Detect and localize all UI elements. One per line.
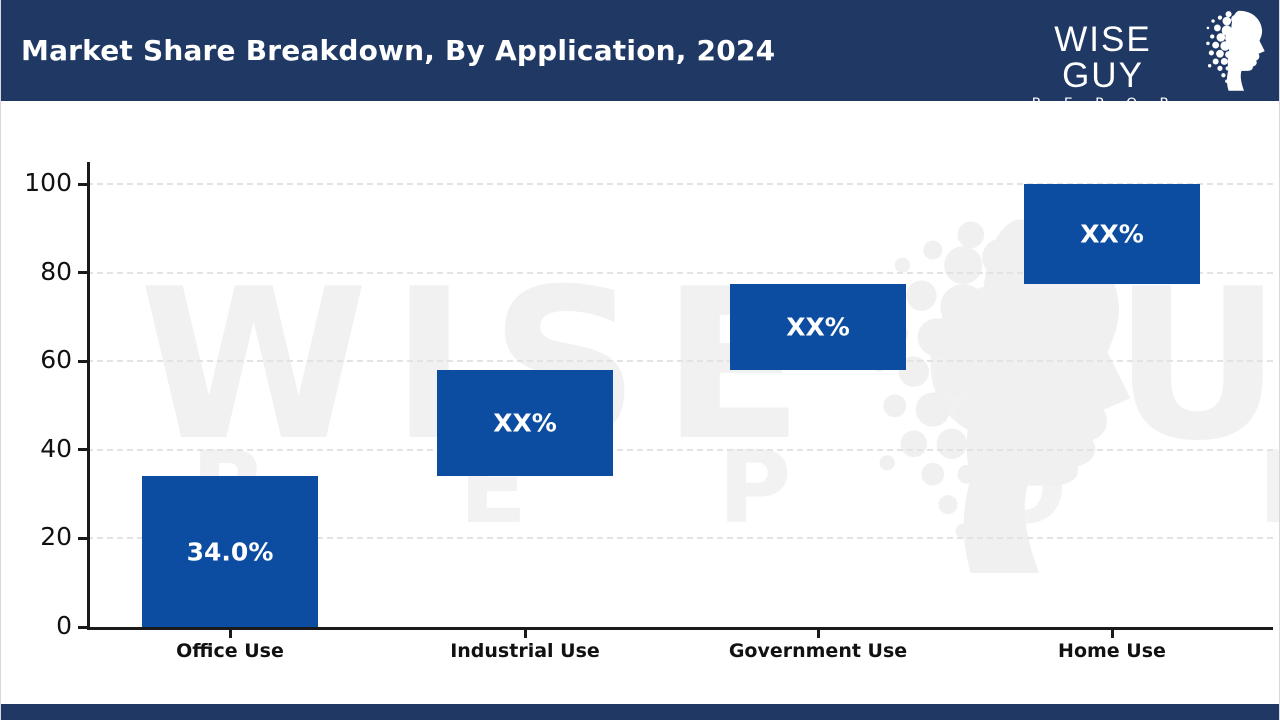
chart-title: Market Share Breakdown, By Application, … (21, 34, 776, 67)
gridline-100 (87, 183, 1273, 186)
brand-text: WISE GUY R E P O R T S (1013, 20, 1193, 129)
y-tick-80 (78, 271, 87, 275)
bar-value-label: 34.0% (186, 537, 274, 567)
gridline-20 (87, 537, 1273, 540)
y-tick-label-20: 20 (40, 522, 72, 552)
bar-home-use (1024, 184, 1200, 284)
brand-head-icon (1206, 10, 1265, 91)
watermark-reports-text: R E P O R T S (191, 429, 1279, 546)
bar-industrial-use (437, 370, 613, 477)
x-tick-3 (1110, 630, 1114, 638)
y-tick-label-100: 100 (24, 168, 72, 198)
bar-government-use (730, 283, 906, 371)
y-tick-label-0: 0 (56, 611, 72, 640)
header-bar: Market Share Breakdown, By Application, … (1, 0, 1279, 128)
x-category-label: Office Use (176, 640, 284, 662)
x-category-label: Home Use (1058, 640, 1166, 662)
x-category-label: Government Use (728, 640, 908, 662)
y-axis-line (87, 162, 90, 630)
y-tick-label-40: 40 (40, 433, 72, 463)
footer-bar (1, 704, 1279, 720)
x-tick-1 (523, 630, 527, 638)
brand-name: WISE GUY (1054, 20, 1152, 95)
y-tick-20 (78, 536, 87, 540)
y-tick-label-80: 80 (40, 256, 72, 286)
bar-value-label: XX% (786, 312, 850, 342)
bar-value-label: XX% (1080, 219, 1144, 249)
y-tick-60 (78, 359, 87, 363)
gridline-80 (87, 271, 1273, 274)
y-tick-0 (78, 625, 87, 629)
brand-logo: WISE GUY R E P O R T S (1013, 6, 1273, 128)
bar-value-label: XX% (493, 408, 557, 438)
gridline-40 (87, 448, 1273, 451)
x-tick-0 (228, 630, 232, 638)
gridline-60 (87, 360, 1273, 363)
bar-office-use (142, 476, 318, 627)
x-category-label: Industrial Use (450, 640, 600, 662)
y-tick-100 (78, 182, 87, 186)
x-tick-2 (816, 630, 820, 638)
y-tick-40 (78, 448, 87, 452)
brand-subtitle: R E P O R T S (1031, 96, 1179, 128)
y-tick-label-60: 60 (40, 345, 72, 375)
x-axis-line (87, 627, 1273, 630)
